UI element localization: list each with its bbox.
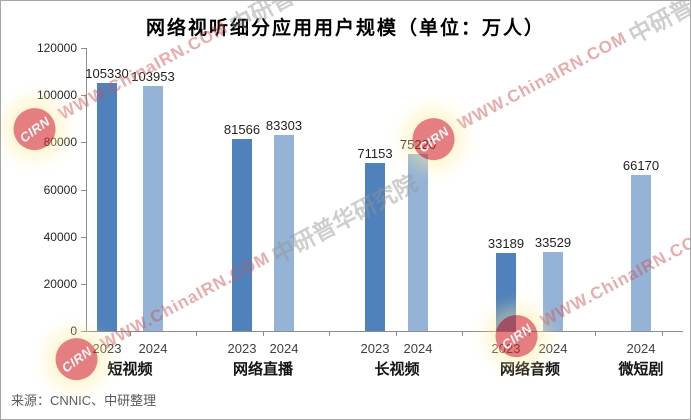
y-axis-tick	[81, 190, 86, 191]
value-label: 81566	[223, 122, 261, 137]
x-axis-tick	[529, 332, 530, 336]
x-axis-tick	[662, 332, 663, 336]
value-label: 33529	[534, 235, 572, 250]
series-year-label: 2023	[360, 341, 390, 356]
category-label: 网络音频	[499, 361, 560, 378]
series-year-label: 2023	[227, 341, 257, 356]
bar-2024-短视频	[143, 86, 163, 331]
x-axis-tick	[396, 332, 397, 336]
source-note: 来源：CNNIC、中研整理	[11, 393, 157, 408]
series-year-label: 2024	[403, 341, 433, 356]
bar-2023-网络音频	[496, 253, 516, 331]
category-label: 短视频	[107, 361, 153, 378]
series-year-label: 2023	[92, 341, 122, 356]
y-axis-label: 0	[70, 324, 77, 338]
category-label: 网络直播	[232, 361, 293, 378]
category-label: 微短剧	[618, 361, 664, 378]
y-axis-tick	[81, 331, 86, 332]
series-year-label: 2024	[269, 341, 299, 356]
series-year-label: 2024	[538, 341, 568, 356]
x-axis-tick	[263, 332, 264, 336]
y-axis-label: 120000	[36, 41, 77, 55]
series-year-label: 2024	[626, 341, 656, 356]
value-label: 83303	[265, 118, 303, 133]
bar-2024-长视频	[408, 154, 428, 331]
x-axis-tick	[462, 332, 463, 336]
y-axis-label: 20000	[43, 277, 77, 291]
y-axis-line	[86, 48, 87, 332]
value-label: 33189	[487, 236, 525, 251]
series-year-label: 2024	[138, 341, 168, 356]
chart-title: 网络视听细分应用用户规模（单位：万人）	[145, 18, 545, 39]
y-axis-tick	[81, 237, 86, 238]
value-label: 103953	[131, 69, 175, 84]
y-axis-tick	[81, 48, 86, 49]
y-axis-label: 100000	[36, 88, 77, 102]
y-axis-tick	[81, 142, 86, 143]
value-label: 105330	[85, 66, 129, 81]
category-label: 长视频	[374, 361, 420, 378]
x-axis-line	[86, 331, 683, 332]
value-label: 75220	[399, 137, 437, 152]
series-year-label: 2023	[491, 341, 521, 356]
y-axis-tick	[81, 95, 86, 96]
y-axis-tick	[81, 284, 86, 285]
x-axis-tick	[595, 332, 596, 336]
bar-2023-网络直播	[232, 139, 252, 331]
y-axis-label: 40000	[43, 230, 77, 244]
x-axis-tick	[196, 332, 197, 336]
bar-2023-短视频	[97, 83, 117, 331]
bar-2023-长视频	[365, 163, 385, 331]
x-axis-tick	[329, 332, 330, 336]
bar-2024-网络音频	[543, 252, 563, 331]
bar-2024-微短剧	[631, 175, 651, 331]
value-label: 66170	[622, 158, 660, 173]
x-axis-tick	[130, 332, 131, 336]
y-axis-label: 60000	[43, 183, 77, 197]
bar-2024-网络直播	[274, 135, 294, 331]
value-label: 71153	[357, 146, 393, 161]
y-axis-label: 80000	[43, 135, 77, 149]
